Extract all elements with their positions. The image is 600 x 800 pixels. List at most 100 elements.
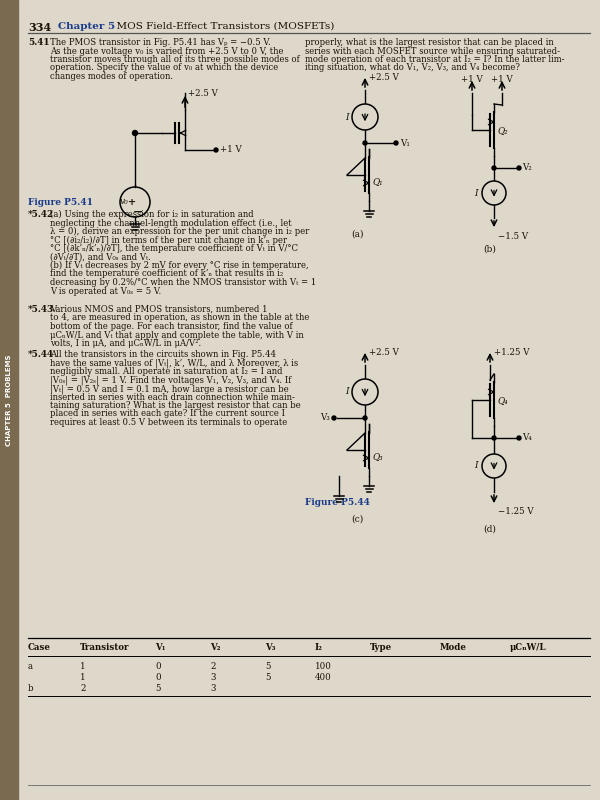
Text: °C [(∂i₂/i₂)/∂T] in terms of the per unit change in k’ₙ per: °C [(∂i₂/i₂)/∂T] in terms of the per uni… — [50, 235, 287, 245]
Text: +2.5 V: +2.5 V — [188, 89, 218, 98]
Text: μCₙW/L: μCₙW/L — [510, 643, 547, 652]
Text: *5.43: *5.43 — [28, 305, 54, 314]
Text: −1.25 V: −1.25 V — [498, 507, 533, 516]
Text: bottom of the page. For each transistor, find the value of: bottom of the page. For each transistor,… — [50, 322, 293, 331]
Text: Case: Case — [28, 643, 51, 652]
Circle shape — [363, 141, 367, 145]
Text: V₁: V₁ — [400, 138, 410, 147]
Text: inserted in series with each drain connection while main-: inserted in series with each drain conne… — [50, 393, 295, 402]
Text: V₃: V₃ — [265, 643, 275, 652]
Text: iting situation, what do V₁, V₂, V₃, and V₄ become?: iting situation, what do V₁, V₂, V₃, and… — [305, 63, 520, 73]
Text: 5: 5 — [155, 684, 161, 693]
Text: +1.25 V: +1.25 V — [494, 348, 530, 357]
Circle shape — [214, 148, 218, 152]
Circle shape — [492, 166, 496, 170]
Text: (b) If Vₜ decreases by 2 mV for every °C rise in temperature,: (b) If Vₜ decreases by 2 mV for every °C… — [50, 261, 308, 270]
Text: Q₁: Q₁ — [372, 177, 383, 186]
Text: negligibly small. All operate in saturation at I₂ = I and: negligibly small. All operate in saturat… — [50, 367, 283, 376]
Text: V is operated at V₀ₛ = 5 V.: V is operated at V₀ₛ = 5 V. — [50, 286, 161, 295]
Text: volts, I in μA, and μCₙW/L in μA/V².: volts, I in μA, and μCₙW/L in μA/V². — [50, 339, 201, 348]
Text: Mode: Mode — [440, 643, 467, 652]
Text: properly, what is the largest resistor that can be placed in: properly, what is the largest resistor t… — [305, 38, 554, 47]
Text: 0: 0 — [155, 662, 161, 671]
Text: CHAPTER 5  PROBLEMS: CHAPTER 5 PROBLEMS — [6, 354, 12, 446]
Text: requires at least 0.5 V between its terminals to operate: requires at least 0.5 V between its term… — [50, 418, 287, 427]
Text: I: I — [475, 462, 478, 470]
Text: V₁: V₁ — [155, 643, 166, 652]
Text: I: I — [475, 189, 478, 198]
Text: placed in series with each gate? If the current source I: placed in series with each gate? If the … — [50, 410, 285, 418]
Text: μCₙW/L and Vₜ that apply and complete the table, with V in: μCₙW/L and Vₜ that apply and complete th… — [50, 330, 304, 339]
Text: *5.42: *5.42 — [28, 210, 54, 219]
Text: 2: 2 — [80, 684, 86, 693]
Text: +1 V: +1 V — [220, 146, 242, 154]
Text: +1 V: +1 V — [461, 75, 483, 84]
Text: 1: 1 — [80, 662, 86, 671]
Text: 0: 0 — [155, 673, 161, 682]
Bar — [0, 0, 18, 800]
Circle shape — [332, 416, 336, 420]
Text: +2.5 V: +2.5 V — [369, 348, 399, 357]
Text: 1: 1 — [80, 673, 86, 682]
Text: V₂: V₂ — [522, 163, 532, 173]
Circle shape — [517, 436, 521, 440]
Text: (∂Vₜ/∂T), and V₀ₛ and Vₜ.: (∂Vₜ/∂T), and V₀ₛ and Vₜ. — [50, 253, 151, 262]
Text: Q₃: Q₃ — [372, 452, 383, 461]
Text: V₃: V₃ — [320, 414, 330, 422]
Text: Q₂: Q₂ — [497, 126, 508, 135]
Text: 100: 100 — [315, 662, 332, 671]
Circle shape — [133, 130, 137, 135]
Text: Q₄: Q₄ — [497, 396, 508, 405]
Text: (d): (d) — [484, 525, 496, 534]
Text: −1.5 V: −1.5 V — [498, 232, 528, 241]
Text: Type: Type — [370, 643, 392, 652]
Text: a: a — [28, 662, 33, 671]
Text: (b): (b) — [484, 245, 496, 254]
Text: Figure P5.44: Figure P5.44 — [305, 498, 370, 507]
Text: The PMOS transistor in Fig. P5.41 has Vₚ = −0.5 V.: The PMOS transistor in Fig. P5.41 has Vₚ… — [50, 38, 271, 47]
Text: |Vₜ| = 0.5 V and I = 0.1 mA, how large a resistor can be: |Vₜ| = 0.5 V and I = 0.1 mA, how large a… — [50, 384, 289, 394]
Text: V₂: V₂ — [210, 643, 221, 652]
Text: I: I — [346, 387, 349, 397]
Text: 400: 400 — [315, 673, 332, 682]
Circle shape — [517, 166, 521, 170]
Text: (c): (c) — [351, 515, 363, 524]
Text: Various NMOS and PMOS transistors, numbered 1: Various NMOS and PMOS transistors, numbe… — [50, 305, 268, 314]
Text: to 4, are measured in operation, as shown in the table at the: to 4, are measured in operation, as show… — [50, 314, 310, 322]
Text: b: b — [28, 684, 34, 693]
Text: +: + — [128, 198, 136, 207]
Circle shape — [363, 416, 367, 420]
Text: 334: 334 — [28, 22, 51, 33]
Text: series with each MOSFET source while ensuring saturated-: series with each MOSFET source while ens… — [305, 46, 560, 55]
Text: find the temperature coefficient of k’ₙ that results in i₂: find the temperature coefficient of k’ₙ … — [50, 270, 283, 278]
Text: 3: 3 — [210, 684, 215, 693]
Text: 5: 5 — [265, 662, 271, 671]
Text: λ = 0), derive an expression for the per unit change in i₂ per: λ = 0), derive an expression for the per… — [50, 227, 309, 236]
Text: V₄: V₄ — [522, 434, 532, 442]
Text: operation. Specify the value of v₀ at which the device: operation. Specify the value of v₀ at wh… — [50, 63, 278, 73]
Text: Figure P5.41: Figure P5.41 — [28, 198, 93, 207]
Text: (a) Using the expression for i₂ in saturation and: (a) Using the expression for i₂ in satur… — [50, 210, 254, 219]
Circle shape — [492, 436, 496, 440]
Circle shape — [394, 141, 398, 145]
Text: Chapter 5: Chapter 5 — [58, 22, 115, 31]
Text: 2: 2 — [210, 662, 215, 671]
Text: taining saturation? What is the largest resistor that can be: taining saturation? What is the largest … — [50, 401, 301, 410]
Text: 5: 5 — [265, 673, 271, 682]
Text: v₀: v₀ — [119, 198, 128, 206]
Text: neglecting the channel-length modulation effect (i.e., let: neglecting the channel-length modulation… — [50, 218, 292, 228]
Text: have the same values of |Vₜ|, k’, W/L, and λ Moreover, λ is: have the same values of |Vₜ|, k’, W/L, a… — [50, 358, 298, 368]
Text: 3: 3 — [210, 673, 215, 682]
Text: *5.44: *5.44 — [28, 350, 54, 359]
Text: All the transistors in the circuits shown in Fig. P5.44: All the transistors in the circuits show… — [50, 350, 276, 359]
Text: I₂: I₂ — [315, 643, 323, 652]
Text: 5.41: 5.41 — [28, 38, 50, 47]
Text: As the gate voltage v₀ is varied from +2.5 V to 0 V, the: As the gate voltage v₀ is varied from +2… — [50, 46, 284, 55]
Text: −: − — [133, 206, 143, 219]
Text: changes modes of operation.: changes modes of operation. — [50, 72, 173, 81]
Text: +2.5 V: +2.5 V — [369, 73, 399, 82]
Text: (a): (a) — [351, 230, 363, 239]
Text: |V₀ₛ| = |V₂ₛ| = 1 V. Find the voltages V₁, V₂, V₃, and V₄. If: |V₀ₛ| = |V₂ₛ| = 1 V. Find the voltages V… — [50, 375, 292, 385]
Text: I: I — [346, 113, 349, 122]
Text: °C [(∂k’ₙ/k’ₙ)/∂T], the temperature coefficient of Vₜ in V/°C: °C [(∂k’ₙ/k’ₙ)/∂T], the temperature coef… — [50, 244, 298, 253]
